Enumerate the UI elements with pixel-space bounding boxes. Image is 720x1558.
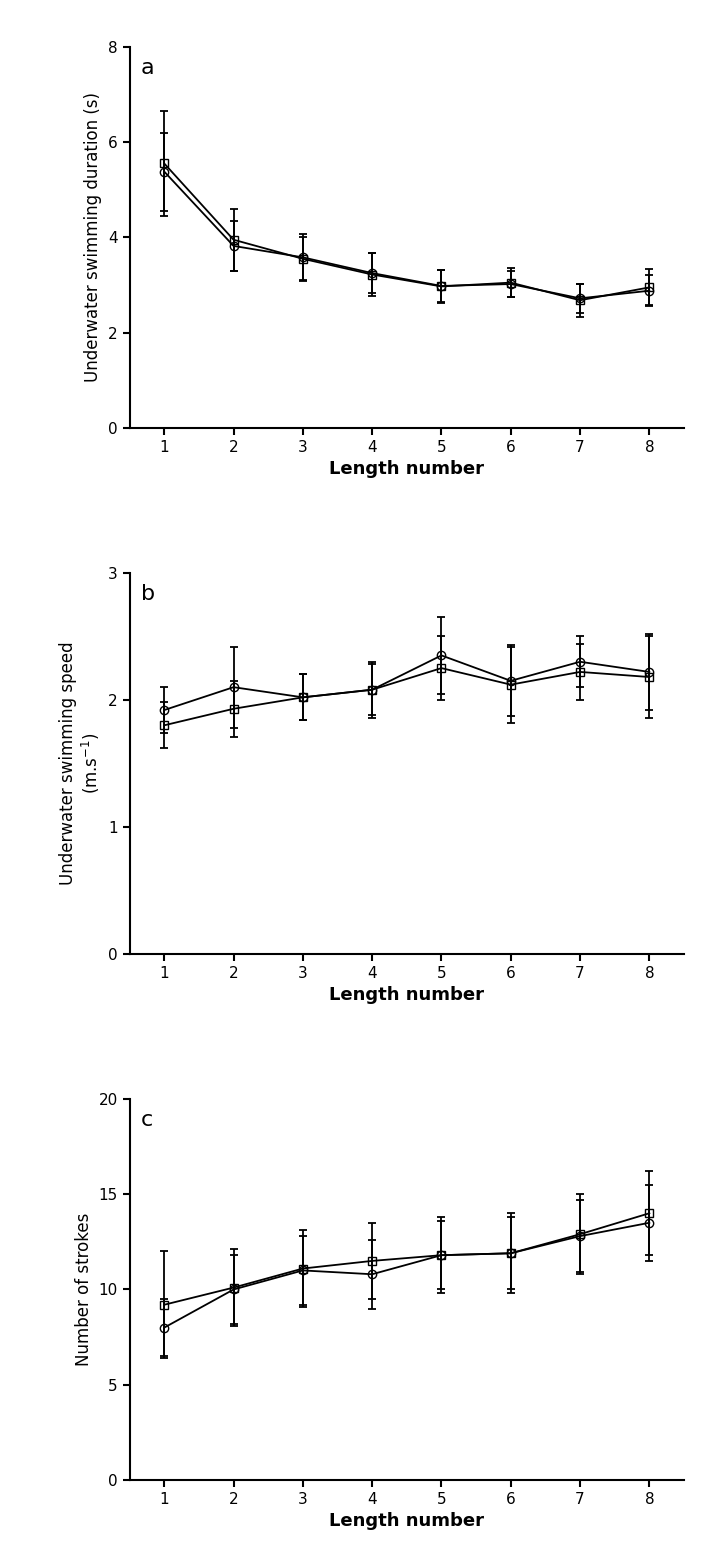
X-axis label: Length number: Length number (329, 460, 485, 478)
Y-axis label: Underwater swimming duration (s): Underwater swimming duration (s) (84, 92, 102, 382)
Text: a: a (140, 58, 154, 78)
X-axis label: Length number: Length number (329, 986, 485, 1005)
Y-axis label: Number of strokes: Number of strokes (75, 1212, 93, 1366)
X-axis label: Length number: Length number (329, 1513, 485, 1530)
Y-axis label: Underwater swimming speed
(m.s$^{-1}$): Underwater swimming speed (m.s$^{-1}$) (59, 642, 102, 885)
Text: b: b (140, 584, 155, 605)
Text: c: c (140, 1111, 153, 1130)
